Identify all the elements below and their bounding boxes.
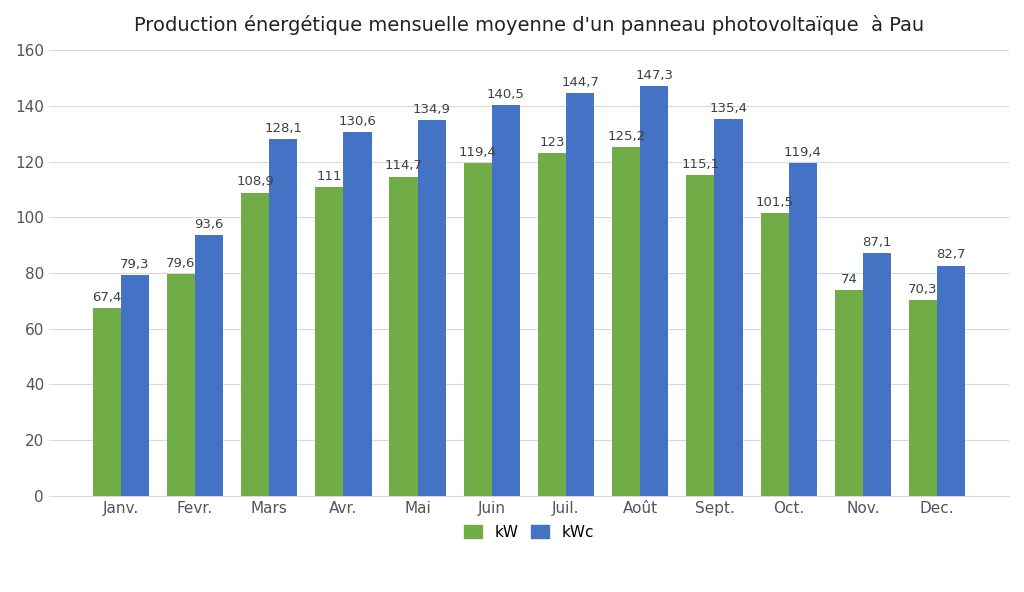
Bar: [121, 275, 148, 496]
Text: 123: 123: [540, 136, 564, 149]
Bar: [686, 175, 715, 496]
Text: 135,4: 135,4: [710, 102, 748, 115]
Text: 108,9: 108,9: [237, 175, 274, 188]
Bar: [389, 176, 418, 496]
Bar: [464, 163, 492, 496]
Text: 128,1: 128,1: [264, 122, 302, 135]
Text: 114,7: 114,7: [384, 159, 423, 172]
Bar: [167, 274, 195, 496]
Text: 147,3: 147,3: [635, 69, 674, 82]
Text: 140,5: 140,5: [487, 88, 525, 101]
Bar: [418, 120, 445, 496]
Bar: [343, 132, 372, 496]
Text: 87,1: 87,1: [862, 236, 892, 249]
Bar: [538, 153, 566, 496]
Legend: kW, kWc: kW, kWc: [458, 519, 600, 546]
Bar: [195, 235, 223, 496]
Bar: [640, 86, 669, 496]
Text: 111: 111: [316, 170, 342, 183]
Text: 130,6: 130,6: [339, 115, 377, 128]
Bar: [909, 300, 937, 496]
Bar: [315, 187, 343, 496]
Text: 115,1: 115,1: [681, 158, 720, 171]
Title: Production énergétique mensuelle moyenne d'un panneau photovoltaïque  à Pau: Production énergétique mensuelle moyenne…: [134, 15, 924, 35]
Bar: [937, 266, 966, 496]
Bar: [492, 105, 520, 496]
Text: 144,7: 144,7: [561, 76, 599, 89]
Bar: [863, 253, 891, 496]
Text: 119,4: 119,4: [784, 146, 821, 159]
Bar: [788, 163, 817, 496]
Text: 134,9: 134,9: [413, 103, 451, 116]
Text: 119,4: 119,4: [459, 146, 497, 159]
Text: 82,7: 82,7: [937, 249, 966, 262]
Text: 101,5: 101,5: [756, 196, 794, 209]
Text: 79,6: 79,6: [166, 257, 196, 270]
Bar: [566, 93, 594, 496]
Bar: [835, 290, 863, 496]
Text: 93,6: 93,6: [195, 218, 223, 231]
Bar: [715, 119, 742, 496]
Bar: [241, 192, 269, 496]
Bar: [761, 213, 788, 496]
Text: 79,3: 79,3: [120, 258, 150, 271]
Bar: [612, 147, 640, 496]
Text: 74: 74: [841, 273, 857, 285]
Bar: [269, 139, 297, 496]
Text: 70,3: 70,3: [908, 283, 938, 296]
Text: 125,2: 125,2: [607, 130, 645, 143]
Text: 67,4: 67,4: [92, 291, 121, 304]
Bar: [92, 308, 121, 496]
